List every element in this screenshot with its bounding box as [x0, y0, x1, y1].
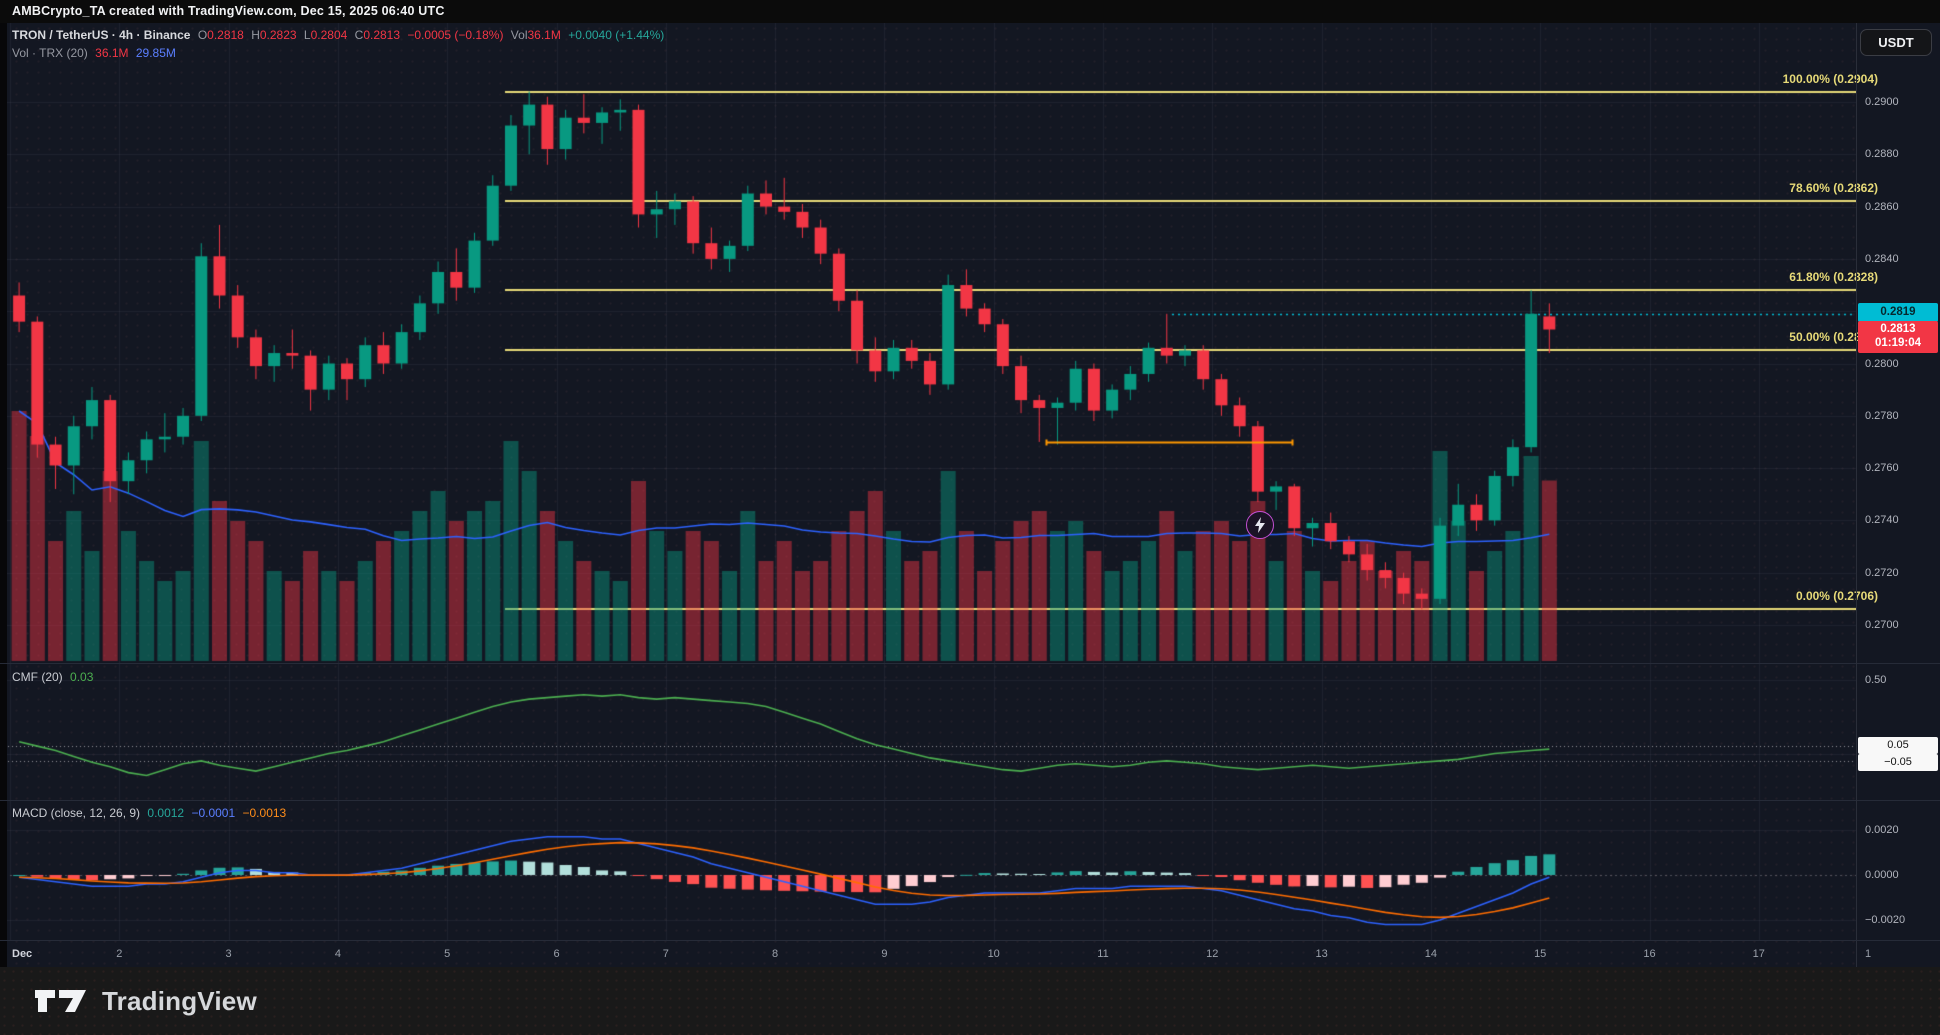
time-tick-label: 6	[553, 948, 560, 960]
time-tick-label: 3	[225, 948, 232, 960]
price-tick-label: 0.2900	[1865, 96, 1899, 108]
flash-icon[interactable]	[1246, 511, 1274, 539]
cmf-legend-row: CMF (20) 0.03	[12, 670, 97, 684]
tradingview-wordmark[interactable]: TradingView	[102, 985, 257, 1016]
vol-value: 36.1M	[527, 28, 561, 42]
price-tick-label: 0.2880	[1865, 148, 1899, 161]
macd-tick-label: −0.0020	[1865, 914, 1906, 926]
last-price-badge: 0.2813 01:19:04	[1858, 321, 1938, 353]
macd-legend-row: MACD (close, 12, 26, 9) 0.0012 −0.0001 −…	[12, 806, 290, 820]
price-tick-label: 0.2840	[1865, 252, 1899, 265]
fib-level-label: 61.80% (0.2828)	[1789, 270, 1878, 285]
price-tick-label: 0.2760	[1865, 462, 1899, 475]
time-tick-label: 14	[1424, 948, 1438, 960]
cmf-value: 0.03	[70, 670, 94, 684]
fib-level-label: 50.00% (0.2805)	[1789, 330, 1878, 345]
footer-bar: TradingView	[0, 967, 1940, 1035]
time-tick-label: 15	[1534, 948, 1547, 960]
pane-divider-main-cmf[interactable]	[0, 663, 1940, 664]
time-tick-label: 7	[662, 948, 669, 960]
macd-tick-label: 0.0020	[1865, 824, 1899, 836]
time-tick-label: 2	[116, 948, 123, 960]
left-gutter	[0, 23, 7, 967]
open-label: O	[197, 28, 208, 42]
macd-label[interactable]: MACD (close, 12, 26, 9)	[12, 806, 141, 820]
volume-indicator-label[interactable]: Vol · TRX (20)	[12, 46, 88, 60]
time-tick-label: 9	[881, 948, 888, 960]
currency-toggle-button[interactable]: USDT	[1860, 29, 1932, 56]
price-tick-label: 0.2860	[1865, 200, 1899, 213]
cmf-label[interactable]: CMF (20)	[12, 670, 63, 684]
cmf-lower-level-badge: −0.05	[1858, 754, 1938, 771]
time-tick-label: 13	[1315, 948, 1328, 960]
close-value: 0.2813	[363, 28, 401, 42]
time-tick-label: 1	[1865, 948, 1872, 960]
level-price-badge: 0.2819	[1858, 303, 1938, 322]
last-price: 0.2813	[1880, 323, 1916, 335]
time-tick-label: Dec	[12, 948, 33, 960]
symbol-legend-row: TRON / TetherUS · 4h · Binance O0.2818 H…	[12, 28, 668, 42]
pane-divider-cmf-macd[interactable]	[0, 800, 1940, 801]
low-value: 0.2804	[310, 28, 348, 42]
watermark-text: AMBCrypto_TA created with TradingView.co…	[12, 4, 445, 18]
price-tick-label: 0.2800	[1865, 357, 1899, 370]
time-axis[interactable]: Dec 2 3 4 5 6 7 8 9 10 11 12 13 14 15 16 17 1	[0, 940, 1940, 967]
fib-level-label: 100.00% (0.2904)	[1782, 71, 1878, 86]
volume-current: 36.1M	[95, 46, 129, 60]
vol-change: +0.0040 (+1.44%)	[568, 28, 665, 42]
bar-countdown: 01:19:04	[1874, 336, 1922, 349]
fib-level-label: 0.00% (0.2706)	[1795, 589, 1878, 604]
vol-label: Vol	[510, 28, 528, 42]
open-value: 0.2818	[207, 28, 244, 42]
time-tick-label: 16	[1643, 948, 1656, 960]
time-tick-label: 11	[1097, 948, 1109, 960]
high-value: 0.2823	[259, 28, 297, 42]
cmf-tick-label: 0.50	[1865, 674, 1887, 686]
fib-level-label: 78.60% (0.2862)	[1789, 181, 1878, 196]
macd-signal-value: −0.0013	[242, 806, 287, 820]
symbol-title[interactable]: TRON / TetherUS · 4h · Binance	[12, 28, 191, 42]
price-tick-label: 0.2780	[1865, 409, 1899, 422]
price-chart-canvas[interactable]	[0, 23, 1856, 940]
time-tick-label: 8	[772, 948, 779, 960]
close-label: C	[354, 28, 364, 42]
time-tick-label: 10	[987, 948, 1000, 960]
time-tick-label: 5	[444, 948, 451, 960]
cmf-upper-level-badge: 0.05	[1858, 737, 1938, 754]
price-tick-label: 0.2720	[1865, 566, 1899, 579]
change-value: −0.0005 (−0.18%)	[407, 28, 504, 42]
price-scale[interactable]: 0.2819 0.2813 01:19:04 0.05 −0.05 0.2900…	[1856, 23, 1940, 967]
time-tick-label: 4	[334, 948, 341, 960]
low-label: L	[303, 28, 311, 42]
time-tick-label: 17	[1752, 948, 1765, 960]
time-tick-label: 12	[1206, 948, 1219, 960]
price-tick-label: 0.2700	[1865, 619, 1899, 631]
macd-tick-label: 0.0000	[1865, 869, 1899, 881]
volume-ma: 29.85M	[135, 46, 176, 60]
lightning-bolt-icon	[1255, 517, 1265, 533]
high-label: H	[251, 28, 260, 42]
volume-legend-row: Vol · TRX (20) 36.1M 29.85M	[12, 46, 180, 60]
watermark-bar: AMBCrypto_TA created with TradingView.co…	[0, 0, 1940, 23]
macd-line-value: −0.0001	[191, 806, 236, 820]
tradingview-logo-icon[interactable]	[34, 986, 88, 1016]
price-tick-label: 0.2740	[1865, 514, 1899, 527]
macd-hist-value: 0.0012	[147, 806, 185, 820]
